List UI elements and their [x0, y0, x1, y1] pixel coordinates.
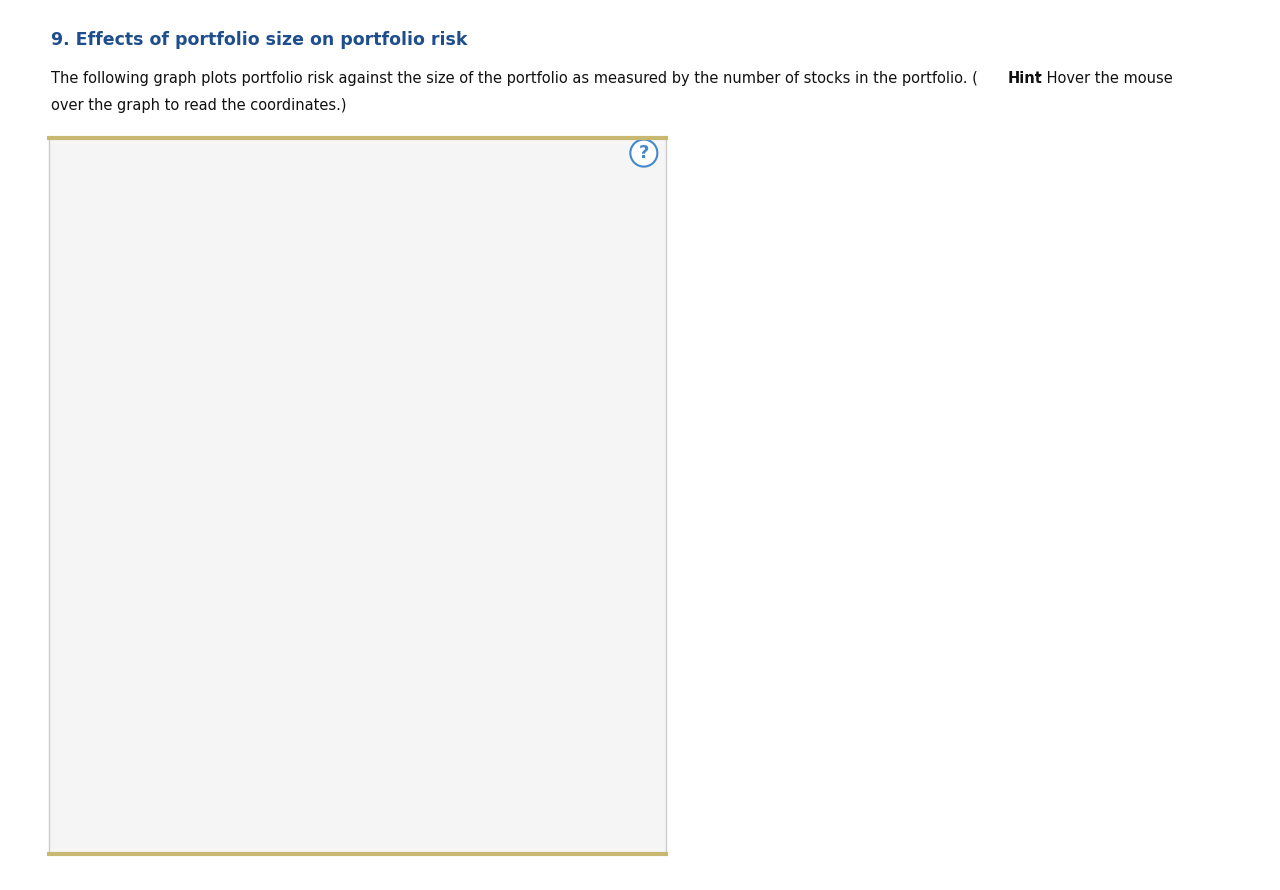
Text: over the graph to read the coordinates.): over the graph to read the coordinates.)	[51, 98, 347, 113]
X-axis label: NUMBER OF STOCK IN THE PORTFOLIO: NUMBER OF STOCK IN THE PORTFOLIO	[230, 821, 518, 834]
Text: : Hover the mouse: : Hover the mouse	[1038, 71, 1174, 86]
Y-axis label: PORTFOLIO RISK: PORTFOLIO RISK	[99, 458, 113, 583]
Text: 9. Effects of portfolio size on portfolio risk: 9. Effects of portfolio size on portfoli…	[51, 31, 467, 49]
Text: 10, 40: 10, 40	[238, 295, 289, 310]
Text: The following graph plots portfolio risk against the size of the portfolio as me: The following graph plots portfolio risk…	[51, 71, 978, 86]
Text: Hint: Hint	[1009, 71, 1043, 86]
Text: ?: ?	[639, 144, 649, 162]
